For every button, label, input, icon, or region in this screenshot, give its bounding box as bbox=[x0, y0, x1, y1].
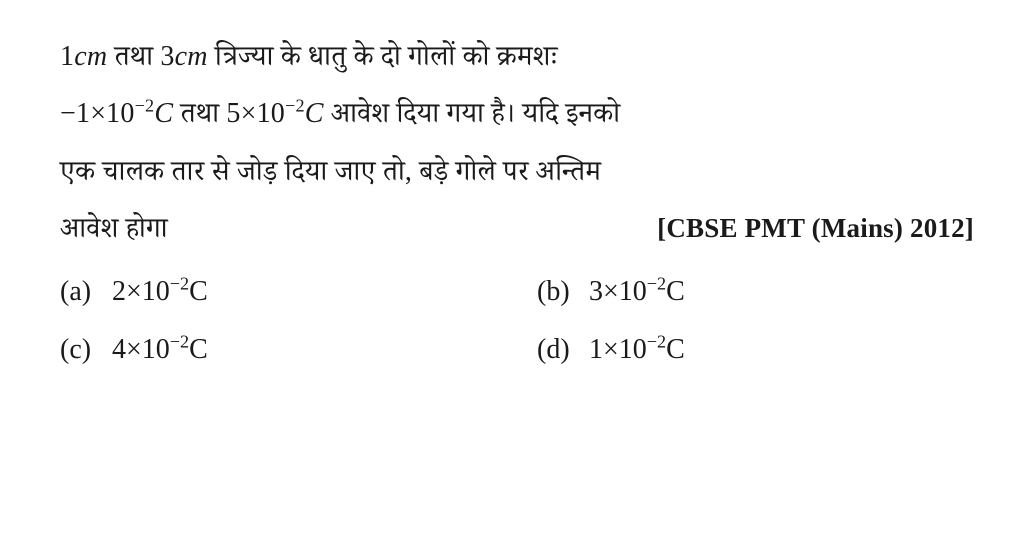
charge-1-exp: −2 bbox=[135, 96, 155, 116]
option-d-value: 1×10−2C bbox=[589, 334, 685, 366]
option-c-label: (c) bbox=[60, 334, 112, 366]
options-grid: (a) 2×10−2C (b) 3×10−2C (c) 4×10−2C (d) … bbox=[60, 276, 974, 366]
option-d-coeff: 1×10 bbox=[589, 334, 647, 365]
text-segment: तथा 3 bbox=[107, 41, 174, 72]
unit-cm-2: cm bbox=[175, 41, 208, 72]
question-line-2: −1×10−2C तथा 5×10−2C आवेश दिया गया है। य… bbox=[60, 85, 974, 142]
option-c-exp: −2 bbox=[170, 331, 189, 351]
option-d-unit: C bbox=[666, 334, 685, 365]
option-b-value: 3×10−2C bbox=[589, 276, 685, 308]
question-line-4: आवेश होगा [CBSE PMT (Mains) 2012] bbox=[60, 200, 974, 257]
option-d[interactable]: (d) 1×10−2C bbox=[537, 334, 974, 366]
option-b[interactable]: (b) 3×10−2C bbox=[537, 276, 974, 308]
charge-1-coeff: −1×10 bbox=[60, 98, 135, 129]
question-line-3: एक चालक तार से जोड़ दिया जाए तो, बड़े गो… bbox=[60, 143, 974, 200]
option-b-exp: −2 bbox=[647, 273, 666, 293]
qty-1: 1 bbox=[60, 41, 74, 72]
option-c-unit: C bbox=[189, 334, 208, 365]
unit-cm-1: cm bbox=[74, 41, 107, 72]
option-c-value: 4×10−2C bbox=[112, 334, 208, 366]
option-a-value: 2×10−2C bbox=[112, 276, 208, 308]
question-line-4-text: आवेश होगा bbox=[60, 200, 657, 257]
option-a-label: (a) bbox=[60, 276, 112, 308]
question-text: 1cm तथा 3cm त्रिज्या के धातु के दो गोलों… bbox=[60, 28, 974, 258]
option-b-coeff: 3×10 bbox=[589, 276, 647, 307]
option-a-unit: C bbox=[189, 276, 208, 307]
exam-source: [CBSE PMT (Mains) 2012] bbox=[657, 201, 974, 256]
question-line-1: 1cm तथा 3cm त्रिज्या के धातु के दो गोलों… bbox=[60, 28, 974, 85]
option-c[interactable]: (c) 4×10−2C bbox=[60, 334, 497, 366]
charge-2-exp: −2 bbox=[285, 96, 305, 116]
option-d-label: (d) bbox=[537, 334, 589, 366]
option-b-unit: C bbox=[666, 276, 685, 307]
option-a-exp: −2 bbox=[170, 273, 189, 293]
charge-2-unit: C bbox=[305, 98, 324, 129]
text-segment: तथा 5×10 bbox=[173, 98, 285, 129]
option-b-label: (b) bbox=[537, 276, 589, 308]
option-c-coeff: 4×10 bbox=[112, 334, 170, 365]
text-segment: त्रिज्या के धातु के दो गोलों को क्रमशः bbox=[208, 41, 558, 72]
option-a-coeff: 2×10 bbox=[112, 276, 170, 307]
question-page: 1cm तथा 3cm त्रिज्या के धातु के दो गोलों… bbox=[0, 0, 1024, 386]
option-a[interactable]: (a) 2×10−2C bbox=[60, 276, 497, 308]
text-segment: आवेश दिया गया है। यदि इनको bbox=[324, 98, 621, 129]
option-d-exp: −2 bbox=[647, 331, 666, 351]
charge-1-unit: C bbox=[154, 98, 173, 129]
